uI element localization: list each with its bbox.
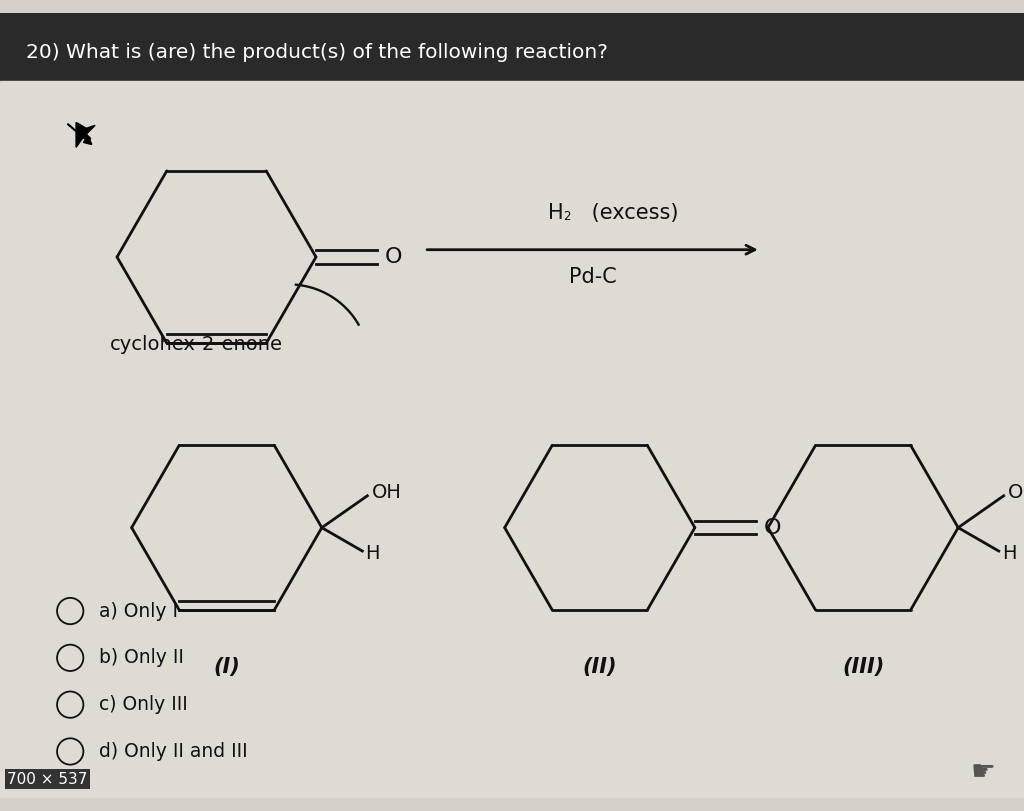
Text: O: O — [764, 517, 781, 538]
Text: (II): (II) — [583, 657, 617, 676]
Bar — [0, 13, 1024, 81]
Text: c) Only III: c) Only III — [99, 695, 188, 714]
Text: (I): (I) — [213, 657, 240, 676]
Text: (III): (III) — [842, 657, 884, 676]
Text: ☛: ☛ — [971, 758, 995, 786]
Text: Pd-C: Pd-C — [568, 268, 616, 287]
Text: H: H — [1001, 544, 1016, 564]
Text: OH: OH — [372, 483, 401, 502]
Text: a) Only I: a) Only I — [99, 602, 178, 620]
Text: OH: OH — [1008, 483, 1024, 502]
Text: cyclohex-2-enone: cyclohex-2-enone — [110, 335, 283, 354]
Text: 20) What is (are) the product(s) of the following reaction?: 20) What is (are) the product(s) of the … — [27, 43, 608, 62]
Text: (excess): (excess) — [585, 204, 679, 223]
Polygon shape — [76, 122, 95, 148]
Text: d) Only II and III: d) Only II and III — [99, 742, 248, 761]
Text: 700 × 537: 700 × 537 — [7, 771, 88, 787]
Text: O: O — [385, 247, 402, 267]
Text: H: H — [548, 204, 563, 223]
Text: $_2$: $_2$ — [563, 205, 571, 223]
Text: H: H — [366, 544, 380, 564]
Text: b) Only II: b) Only II — [99, 648, 184, 667]
